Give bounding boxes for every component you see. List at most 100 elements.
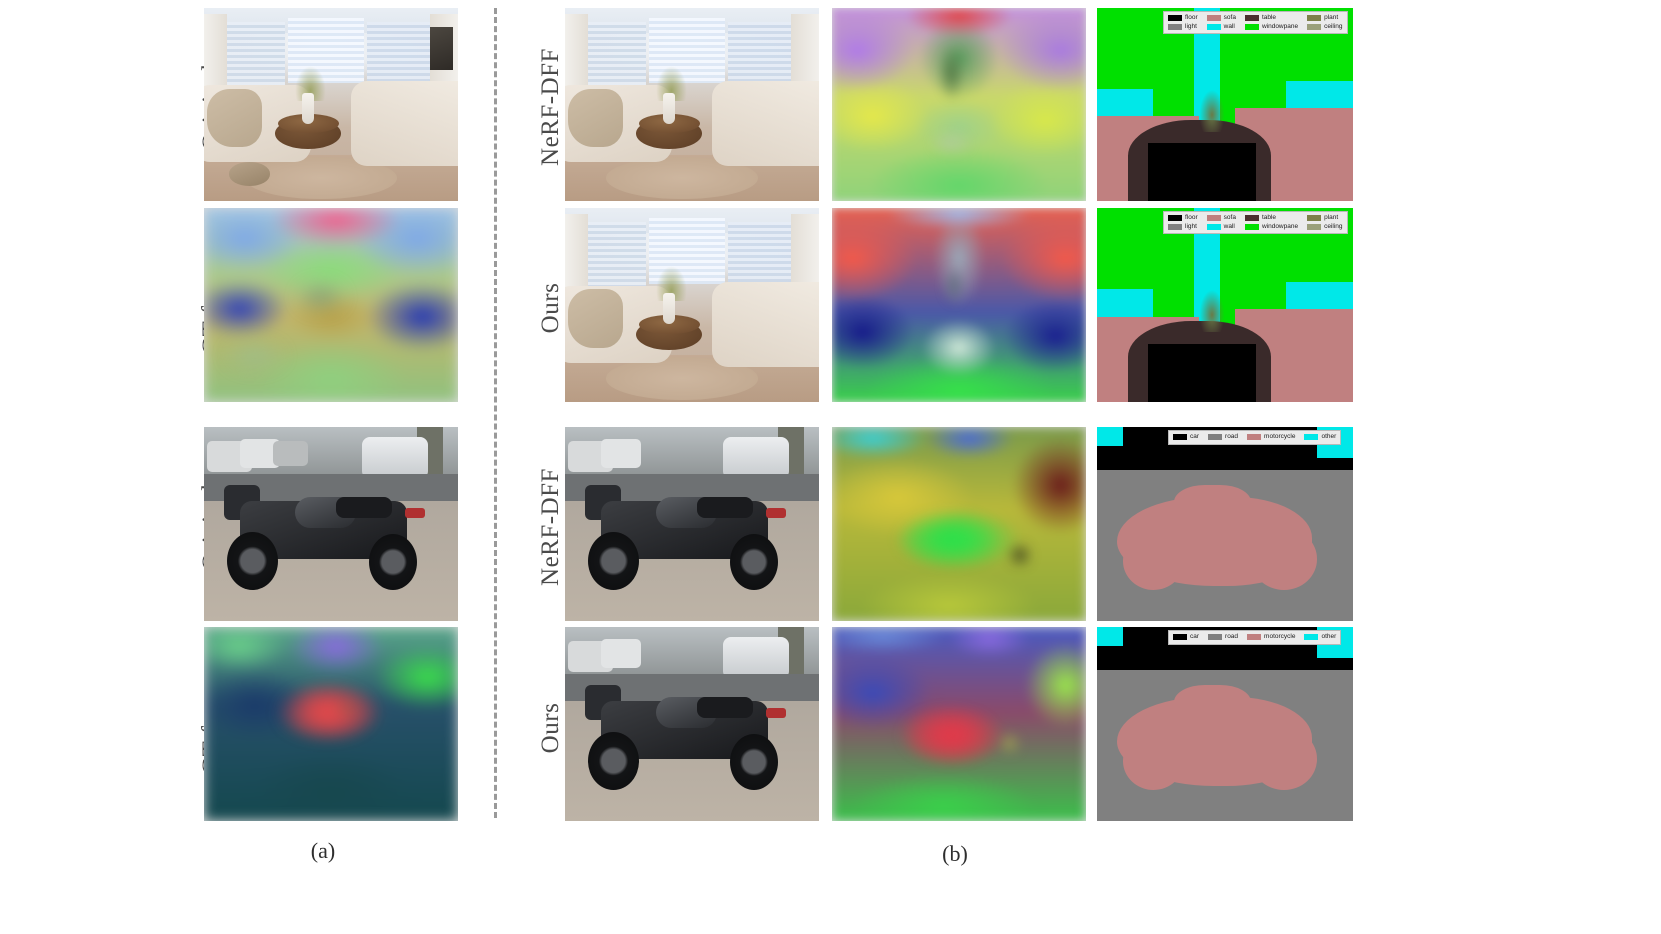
legend-label-wall: wall [1223, 222, 1235, 230]
panel-b-nerfdff-room-seg[interactable]: floor light sofa wall table windowpane [1097, 8, 1353, 201]
row-label-ours-moto: Ours [537, 702, 564, 754]
seg-motorcycle-top [1173, 685, 1251, 728]
legend-label-car: car [1190, 633, 1200, 640]
legend-item-wall: wall [1206, 22, 1236, 31]
legend-item-windowpane: windowpane [1244, 23, 1298, 31]
room-throw-blanket [567, 89, 624, 147]
panel-a-gtfmap-room[interactable] [204, 208, 458, 402]
room-rgb-render [204, 8, 458, 201]
legend-label-ceiling: ceiling [1324, 222, 1343, 230]
moto-tail-light [404, 508, 425, 519]
motorcycle-nerfdff-feature-map-overlay [832, 427, 1086, 621]
moto-seat [697, 496, 753, 519]
panel-a-original-room[interactable] [204, 8, 458, 201]
seg-floor-core [1148, 143, 1256, 201]
legend-label-other: other [1321, 633, 1337, 640]
panel-b-ours-moto-seg[interactable]: car road motorcycle other [1097, 627, 1353, 821]
legend-label-table: table [1261, 214, 1277, 221]
legend-label-table: table [1261, 14, 1277, 21]
moto-parked-car-2 [600, 438, 642, 468]
legend-item-floor: floor [1168, 214, 1198, 222]
moto-tail-light [765, 508, 786, 519]
moto-parked-car-2 [600, 638, 642, 668]
legend-label-wall: wall [1223, 22, 1235, 30]
caption-a: (a) [310, 838, 336, 863]
seg-plant-region [1199, 289, 1225, 333]
legend-item-car: car [1173, 433, 1200, 441]
legend-label-road: road [1225, 433, 1239, 440]
panel-a-original-moto[interactable] [204, 427, 458, 621]
legend-swatch-sofa [1206, 15, 1221, 22]
moto-front-wheel [226, 531, 278, 590]
legend-item-light: light [1168, 223, 1198, 231]
legend-item-ceiling: ceiling [1307, 222, 1343, 231]
moto-white-suv [722, 636, 789, 680]
motorcycle-rgb-render [565, 627, 819, 821]
legend-swatch-ceiling [1307, 23, 1322, 30]
seg-motorcycle-front [1122, 731, 1185, 790]
seg-motorcycle-rear [1250, 727, 1318, 790]
panel-b-ours-room-rgb[interactable] [565, 208, 819, 402]
room-throw-blanket [567, 289, 624, 348]
panel-b-nerfdff-room-fmap[interactable] [832, 8, 1086, 201]
moto-white-suv [361, 436, 428, 480]
motorcycle-ours-feature-map-overlay [832, 627, 1086, 821]
legend-label-plant: plant [1324, 214, 1339, 221]
legend-motorcycle-ours: car road motorcycle other [1168, 630, 1342, 645]
legend-label-road: road [1225, 633, 1239, 640]
legend-item-light: light [1168, 23, 1198, 31]
room-nerfdff-feature-map-overlay [832, 8, 1086, 201]
panel-b-ours-room-seg[interactable]: floor light sofa wall table windowpane [1097, 208, 1353, 402]
legend-label-ceiling: ceiling [1324, 22, 1343, 30]
moto-rear-wheel [730, 733, 779, 790]
moto-white-suv [722, 436, 789, 480]
room-vase [662, 293, 676, 325]
legend-swatch-plant [1307, 215, 1322, 222]
row-label-ours-room: Ours [537, 282, 564, 334]
legend-swatch-wall [1206, 23, 1221, 30]
legend-item-road: road [1208, 633, 1239, 641]
panel-b-nerfdff-moto-fmap[interactable] [832, 427, 1086, 621]
legend-swatch-ceiling [1307, 223, 1322, 230]
row-label-nerfdff-moto: NeRF-DFF [537, 468, 564, 586]
legend-label-floor: floor [1185, 214, 1198, 221]
panel-b-nerfdff-room-rgb[interactable] [565, 8, 819, 201]
moto-parked-car-3 [272, 440, 309, 466]
room-curtain-left [565, 13, 588, 107]
legend-swatch-road [1208, 434, 1223, 441]
panel-b-nerfdff-moto-seg[interactable]: car road motorcycle other [1097, 427, 1353, 621]
panel-b-ours-moto-fmap[interactable] [832, 627, 1086, 821]
room-window-right [366, 21, 433, 91]
room-window-right [727, 221, 794, 292]
legend-item-other: other [1304, 433, 1337, 441]
legend-swatch-sofa [1206, 215, 1221, 222]
moto-tail-light [765, 708, 786, 719]
room-vase [301, 92, 315, 124]
legend-motorcycle-nerfdff: car road motorcycle other [1168, 430, 1342, 445]
legend-item-ceiling: ceiling [1307, 22, 1343, 31]
legend-item-wall: wall [1206, 222, 1236, 231]
legend-item-car: car [1173, 633, 1200, 641]
legend-label-other: other [1321, 433, 1337, 440]
room-pouf [229, 162, 271, 186]
motorcycle-gt-feature-map-overlay [204, 627, 458, 821]
legend-label-motorcycle: motorcycle [1264, 633, 1296, 640]
moto-seat [697, 696, 753, 719]
legend-label-car: car [1190, 433, 1200, 440]
moto-rear-wheel [369, 533, 418, 590]
room-rgb-render [565, 8, 819, 201]
panel-a-gtfmap-moto[interactable] [204, 627, 458, 821]
panel-b-nerfdff-moto-rgb[interactable] [565, 427, 819, 621]
moto-front-wheel [587, 531, 639, 590]
panel-b-ours-moto-rgb[interactable] [565, 627, 819, 821]
legend-item-floor: floor [1168, 14, 1198, 22]
caption-b: (b) [942, 841, 968, 866]
seg-plant-region [1199, 89, 1225, 132]
legend-swatch-floor [1168, 15, 1182, 22]
legend-swatch-wall [1206, 223, 1221, 230]
panel-b-ours-room-fmap[interactable] [832, 208, 1086, 402]
legend-room-nerfdff: floor light sofa wall table windowpane [1163, 11, 1348, 34]
legend-swatch-other [1304, 634, 1319, 641]
legend-item-sofa: sofa [1206, 214, 1236, 222]
